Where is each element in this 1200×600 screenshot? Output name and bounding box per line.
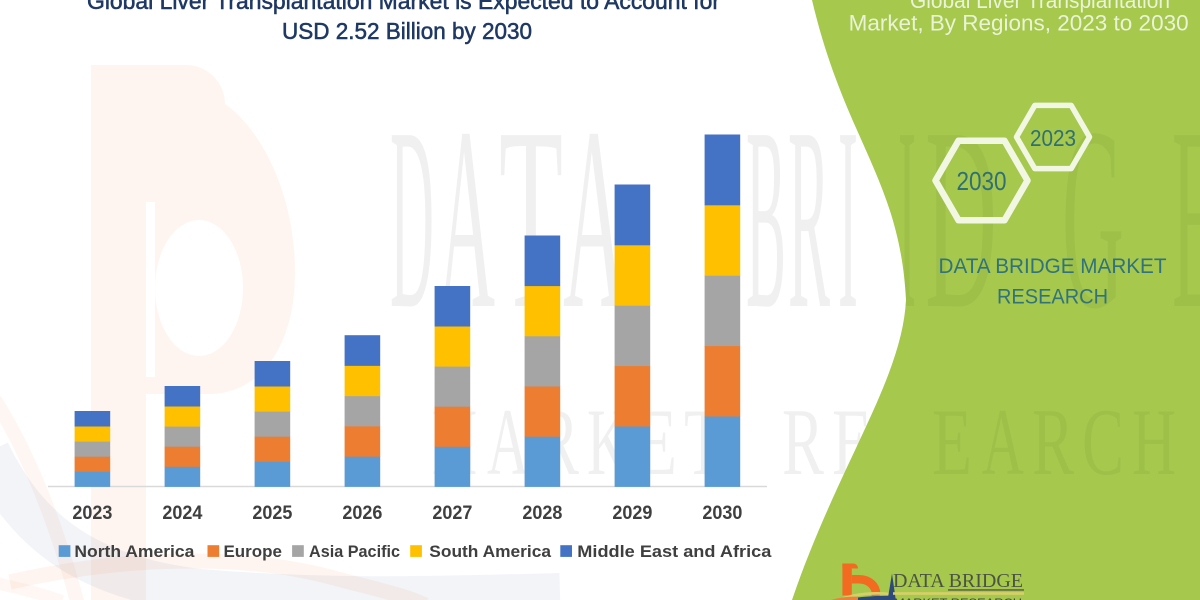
- svg-text:R: R: [1032, 389, 1074, 495]
- svg-text:A: A: [982, 389, 1024, 495]
- svg-text:Market, By Regions, 2023 to 20: Market, By Regions, 2023 to 2030: [849, 11, 1189, 36]
- svg-text:Europe: Europe: [224, 542, 282, 561]
- svg-text:RESEARCH: RESEARCH: [997, 286, 1108, 309]
- svg-text:2023: 2023: [72, 502, 112, 524]
- svg-text:Middle East and Africa: Middle East and Africa: [577, 542, 772, 561]
- svg-text:2028: 2028: [522, 502, 562, 524]
- svg-text:2027: 2027: [432, 502, 472, 524]
- svg-text:2026: 2026: [342, 502, 382, 524]
- svg-text:I: I: [838, 74, 858, 363]
- svg-text:DATA BRIDGE MARKET: DATA BRIDGE MARKET: [939, 255, 1167, 278]
- svg-text:South America: South America: [429, 542, 551, 561]
- svg-text:2030: 2030: [702, 502, 742, 524]
- svg-text:2024: 2024: [162, 502, 202, 524]
- svg-text:H: H: [1132, 389, 1176, 495]
- svg-text:B: B: [746, 74, 786, 363]
- svg-text:2025: 2025: [252, 502, 292, 524]
- svg-text:Global Liver Transplantation M: Global Liver Transplantation Market is E…: [87, 0, 720, 14]
- svg-text:2023: 2023: [1030, 125, 1076, 151]
- svg-text:DATA BRIDGE: DATA BRIDGE: [893, 570, 1023, 592]
- svg-text:E: E: [932, 389, 972, 495]
- svg-text:Asia Pacific: Asia Pacific: [309, 542, 400, 561]
- svg-text:G: G: [1062, 74, 1124, 363]
- svg-text:Global Liver Transplantation: Global Liver Transplantation: [910, 0, 1170, 13]
- svg-text:A: A: [487, 389, 529, 495]
- svg-text:USD 2.52 Billion by 2030: USD 2.52 Billion by 2030: [282, 18, 532, 44]
- svg-text:R: R: [782, 389, 824, 495]
- svg-text:E: E: [1172, 74, 1200, 363]
- svg-text:D: D: [390, 74, 434, 363]
- svg-text:C: C: [1082, 389, 1124, 495]
- svg-text:2030: 2030: [957, 166, 1007, 196]
- svg-text:North America: North America: [74, 542, 195, 561]
- svg-text:R: R: [788, 74, 830, 363]
- svg-text:2029: 2029: [612, 502, 652, 524]
- svg-text:MARKET RESEARCH: MARKET RESEARCH: [894, 597, 1022, 600]
